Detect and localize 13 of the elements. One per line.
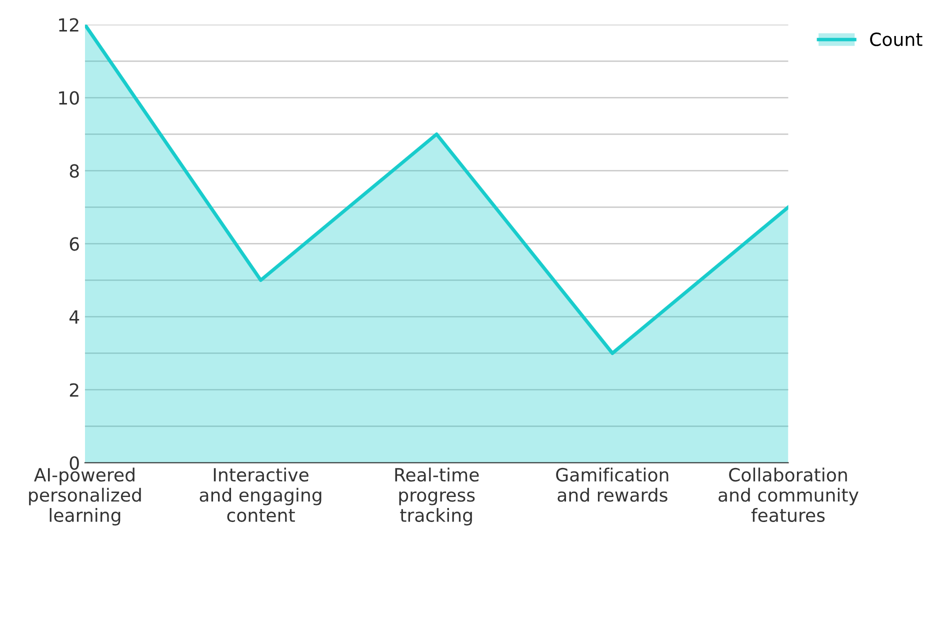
y-tick-label: 0: [70, 456, 79, 470]
legend-label: Count: [870, 32, 922, 46]
x-tick-label: Real-time progress tracking: [395, 468, 479, 526]
x-tick-label: Interactive and engaging content: [200, 468, 322, 522]
x-tick-label: Gamification and rewards: [556, 468, 668, 502]
x-tick-label: AI-powered personalized learning: [29, 468, 141, 526]
y-tick-label: 4: [69, 310, 80, 324]
y-tick-label: 8: [70, 164, 79, 178]
x-tick-label: Collaboration and community features: [718, 468, 858, 522]
y-tick-label: 2: [70, 383, 78, 397]
y-tick-label: 6: [70, 237, 79, 251]
y-tick-label: 10: [59, 91, 79, 105]
y-tick-label: 12: [59, 18, 78, 32]
